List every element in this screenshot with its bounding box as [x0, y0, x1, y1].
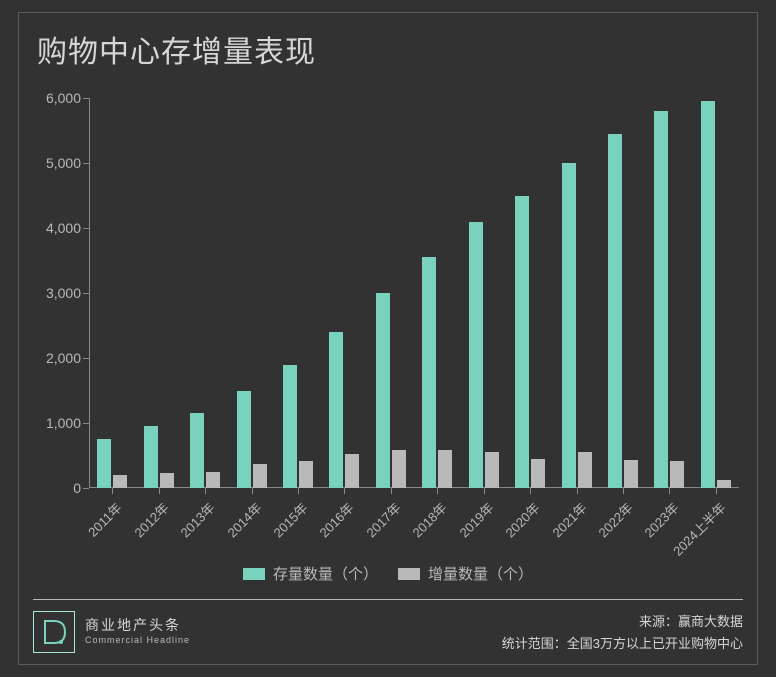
legend-label: 存量数量（个） — [273, 563, 378, 584]
y-axis-tick-label: 0 — [26, 480, 81, 496]
bar-stock — [701, 101, 715, 488]
footer-divider — [33, 599, 743, 600]
bar-stock — [515, 196, 529, 489]
bar-stock — [469, 222, 483, 489]
bar-stock — [608, 134, 622, 488]
y-axis-line — [89, 98, 90, 488]
chart-legend: 存量数量（个） 增量数量（个） — [19, 563, 757, 584]
legend-label: 增量数量（个） — [428, 563, 533, 584]
chart-title: 购物中心存增量表现 — [37, 27, 316, 71]
y-axis-tick — [83, 423, 89, 424]
bar-increment — [206, 472, 220, 488]
brand-name-zh: 商业地产头条 — [85, 615, 181, 635]
x-axis-tick — [623, 488, 624, 494]
bar-increment — [717, 480, 731, 488]
x-axis-tick — [577, 488, 578, 494]
chart-card: 购物中心存增量表现 01,0002,0003,0004,0005,0006,00… — [18, 12, 758, 665]
y-axis-tick-label: 1,000 — [26, 415, 81, 431]
x-axis-tick — [252, 488, 253, 494]
bar-stock — [190, 413, 204, 488]
legend-item: 存量数量（个） — [243, 563, 378, 584]
bar-increment — [299, 461, 313, 488]
y-axis-tick-label: 2,000 — [26, 350, 81, 366]
bar-increment — [113, 475, 127, 488]
bar-increment — [578, 452, 592, 488]
brand-logo — [33, 611, 75, 653]
bar-increment — [392, 450, 406, 488]
x-axis-tick — [112, 488, 113, 494]
bar-stock — [562, 163, 576, 488]
bar-increment — [345, 454, 359, 488]
x-axis-tick — [437, 488, 438, 494]
bar-increment — [160, 473, 174, 488]
x-axis-tick — [669, 488, 670, 494]
bar-increment — [624, 460, 638, 488]
y-axis-tick — [83, 98, 89, 99]
bar-increment — [485, 452, 499, 488]
data-source: 来源：赢商大数据 — [639, 611, 743, 630]
y-axis-tick-label: 4,000 — [26, 220, 81, 236]
legend-swatch — [243, 568, 265, 580]
y-axis-tick-label: 5,000 — [26, 155, 81, 171]
x-axis-tick — [391, 488, 392, 494]
x-axis-tick — [530, 488, 531, 494]
y-axis-tick — [83, 293, 89, 294]
x-axis-tick — [344, 488, 345, 494]
x-axis-tick — [298, 488, 299, 494]
bar-increment — [531, 459, 545, 488]
footer: 商业地产头条 Commercial Headline 来源：赢商大数据 统计范围… — [33, 607, 743, 657]
x-axis-tick — [205, 488, 206, 494]
bar-stock — [422, 257, 436, 488]
bar-increment — [438, 450, 452, 488]
logo-icon — [39, 617, 69, 647]
bar-stock — [376, 293, 390, 488]
x-axis-tick — [716, 488, 717, 494]
legend-item: 增量数量（个） — [398, 563, 533, 584]
chart-plot-area: 01,0002,0003,0004,0005,0006,0002011年2012… — [89, 98, 739, 488]
x-axis-tick — [159, 488, 160, 494]
y-axis-tick-label: 6,000 — [26, 90, 81, 106]
bar-stock — [283, 365, 297, 489]
bar-stock — [97, 439, 111, 488]
x-axis-tick — [484, 488, 485, 494]
y-axis-tick — [83, 358, 89, 359]
brand-name-en: Commercial Headline — [85, 635, 190, 645]
bar-increment — [253, 464, 267, 488]
y-axis-tick — [83, 163, 89, 164]
bar-stock — [654, 111, 668, 488]
stat-range: 统计范围：全国3万方以上已开业购物中心 — [502, 633, 743, 652]
bar-stock — [144, 426, 158, 488]
y-axis-tick-label: 3,000 — [26, 285, 81, 301]
legend-swatch — [398, 568, 420, 580]
bar-stock — [237, 391, 251, 489]
x-axis-line — [89, 487, 739, 488]
bar-increment — [670, 461, 684, 488]
y-axis-tick — [83, 488, 89, 489]
bar-stock — [329, 332, 343, 488]
y-axis-tick — [83, 228, 89, 229]
